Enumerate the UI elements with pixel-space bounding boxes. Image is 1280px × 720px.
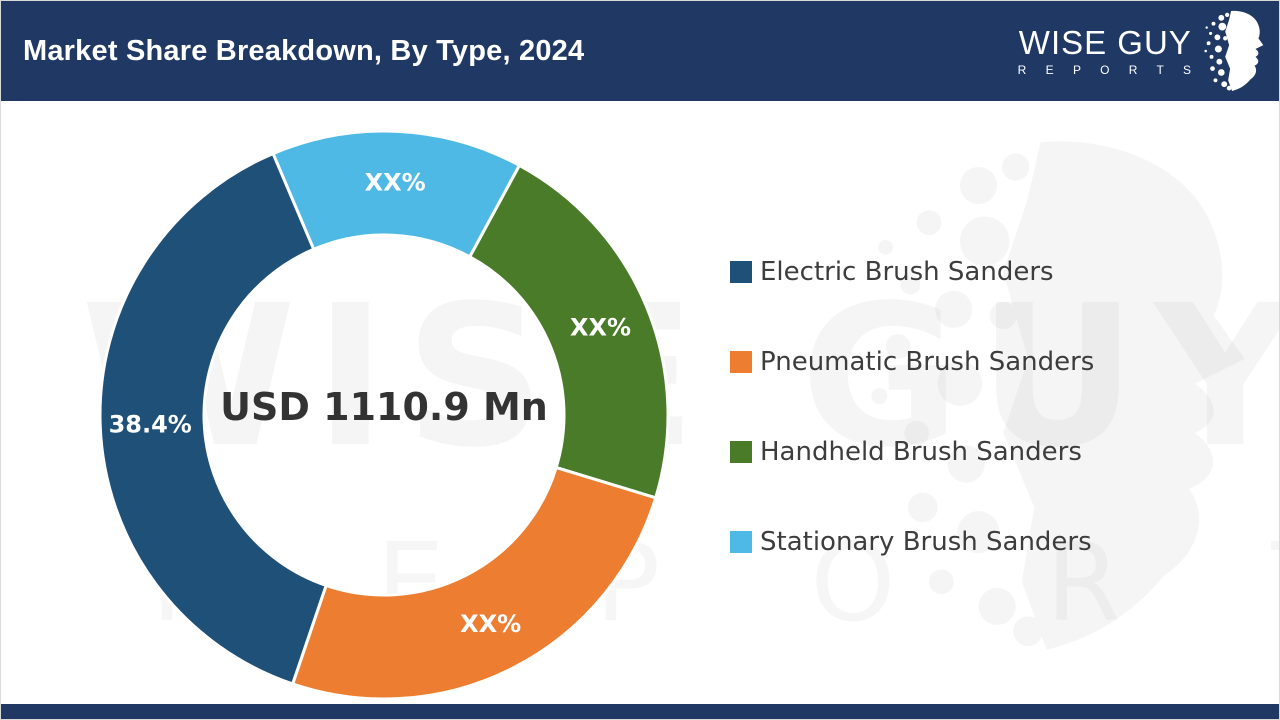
legend-item-3: Handheld Brush Sanders [730,437,1094,467]
legend-swatch [730,441,752,463]
legend-label: Electric Brush Sanders [760,257,1054,287]
legend-label: Handheld Brush Sanders [760,437,1082,467]
segment-value-label: 38.4% [109,411,192,439]
legend-item-4: Stationary Brush Sanders [730,527,1094,557]
segment-value-label: XX% [570,313,631,341]
legend-label: Stationary Brush Sanders [760,527,1092,557]
legend-item-1: Electric Brush Sanders [730,257,1094,287]
segment-value-label: XX% [365,168,426,196]
legend-swatch [730,351,752,373]
wise-guy-reports-logo: WISE GUY R E P O R T S [1012,1,1265,101]
header: Market Share Breakdown, By Type, 2024 WI… [1,1,1279,101]
logo-face-icon [1204,10,1264,92]
donut-segment-handheld-brush-sanders [467,163,670,500]
legend-item-2: Pneumatic Brush Sanders [730,347,1094,377]
donut-chart: XX% XX% XX% 38.4% [98,129,670,701]
legend-label: Pneumatic Brush Sanders [760,347,1095,377]
donut-segment-pneumatic-brush-sanders [290,465,658,701]
logo-text: WISE GUY R E P O R T S [1012,23,1199,77]
donut-segment-electric-brush-sanders [98,151,329,686]
footer-bar [1,704,1279,719]
logo-wordmark: WISE GUY [1018,23,1192,61]
logo-subtitle: R E P O R T S [1017,62,1199,77]
legend-swatch [730,261,752,283]
page-title: Market Share Breakdown, By Type, 2024 [23,34,585,67]
legend-swatch [730,531,752,553]
segment-value-label: XX% [460,610,521,638]
chart-legend: Electric Brush Sanders Pneumatic Brush Sa… [730,257,1094,557]
